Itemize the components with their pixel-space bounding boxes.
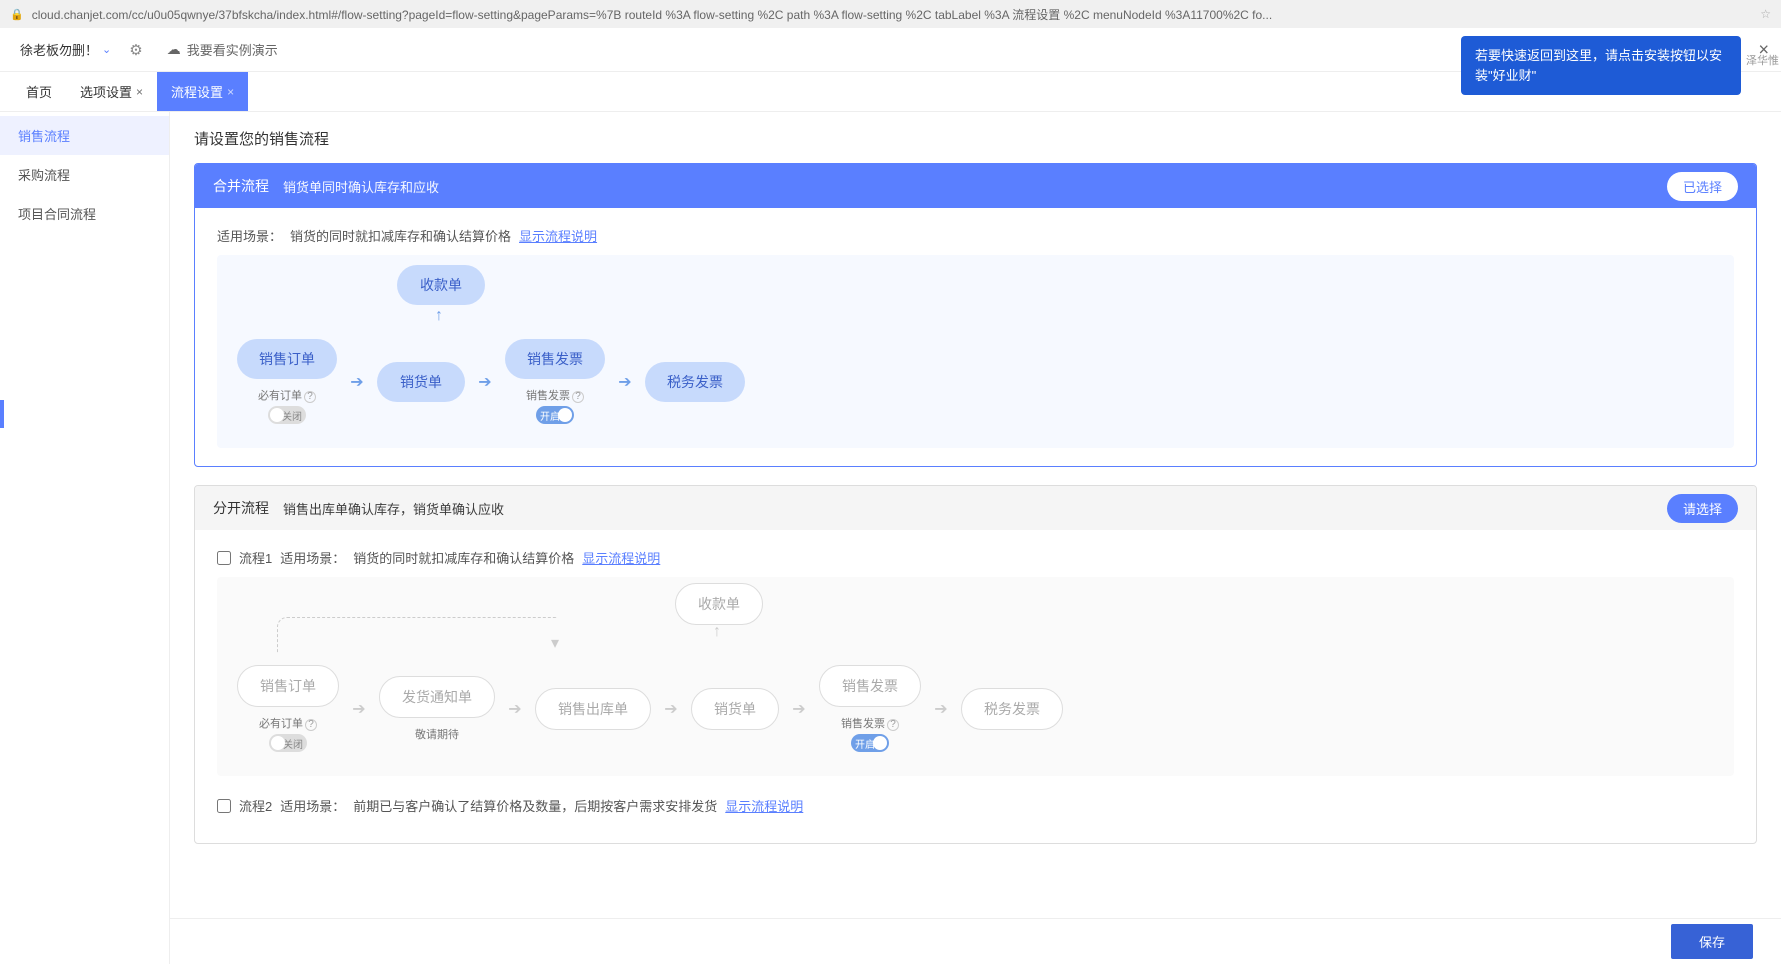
- show-flow-desc-link[interactable]: 显示流程说明: [582, 548, 660, 567]
- chevron-down-icon[interactable]: ⌄: [102, 43, 111, 56]
- tab-home[interactable]: 首页: [12, 72, 66, 111]
- arrow-right-icon: ➔: [605, 372, 645, 392]
- split-flow-header: 分开流程 销售出库单确认库存，销货单确认应收 请选择: [195, 486, 1756, 530]
- save-button[interactable]: 保存: [1671, 924, 1753, 959]
- tab-label: 流程设置: [171, 82, 223, 101]
- url-bar: 🔒 cloud.chanjet.com/cc/u0u05qwnye/37bfsk…: [0, 0, 1781, 28]
- flow-title: 合并流程: [213, 176, 269, 196]
- merged-flow-diagram: 收款单 ↑ 销售订单 必有订单? 关闭 ➔ 销货单: [217, 255, 1734, 448]
- sidebar-item-sales[interactable]: 销售流程: [0, 116, 169, 155]
- node-sales-order: 销售订单: [237, 665, 339, 707]
- sales-invoice-toggle[interactable]: 开启: [851, 734, 889, 752]
- scenario-label: 适用场景：: [280, 548, 345, 567]
- scenario-text: 前期已与客户确认了结算价格及数量，后期按客户需求安排发货: [353, 796, 717, 815]
- split-flow-diagram-1: 收款单 ↑ ▾ 销售订单 必有订单? 关闭 ➔: [217, 577, 1734, 776]
- meta-label: 必有订单: [258, 390, 302, 402]
- tab-close-icon[interactable]: ×: [227, 85, 234, 99]
- url-text: cloud.chanjet.com/cc/u0u05qwnye/37bfskch…: [32, 6, 1753, 23]
- side-truncated-text: 泽华惟: [1746, 52, 1779, 68]
- node-sales-invoice: 销售发票: [819, 665, 921, 707]
- left-accent-bar: [0, 400, 4, 428]
- arrow-right-icon: ➔: [921, 699, 961, 719]
- sidebar-label: 采购流程: [18, 168, 70, 183]
- meta-label: 敬请期待: [415, 726, 459, 742]
- arrow-up-icon: ↑: [435, 307, 443, 325]
- install-notice: 若要快速返回到这里，请点击安装按钮以安装"好业财": [1461, 36, 1741, 95]
- sidebar-item-contract[interactable]: 项目合同流程: [0, 194, 169, 233]
- flow-subtitle: 销售出库单确认库存，销货单确认应收: [283, 499, 504, 518]
- meta-label: 销售发票: [526, 390, 570, 402]
- cloud-icon: ☁: [167, 41, 181, 58]
- tab-options[interactable]: 选项设置 ×: [66, 72, 157, 111]
- node-receipt: 收款单: [397, 265, 485, 305]
- order-required-toggle[interactable]: 关闭: [268, 406, 306, 424]
- node-tax-invoice: 税务发票: [645, 362, 745, 402]
- help-icon[interactable]: ?: [887, 719, 899, 731]
- org-dropdown-label: 徐老板勿删！: [20, 40, 98, 59]
- merged-flow-card: 合并流程 销货单同时确认库存和应收 已选择 适用场景： 销货的同时就扣减库存和确…: [194, 163, 1757, 467]
- process1-label: 流程1: [239, 548, 272, 567]
- process1-row: 流程1 适用场景： 销货的同时就扣减库存和确认结算价格 显示流程说明: [217, 548, 1734, 567]
- select-button[interactable]: 请选择: [1667, 494, 1738, 523]
- help-icon[interactable]: ?: [305, 719, 317, 731]
- gear-icon[interactable]: ⚙: [129, 41, 142, 59]
- split-flow-card: 分开流程 销售出库单确认库存，销货单确认应收 请选择 流程1 适用场景： 销货的…: [194, 485, 1757, 844]
- arrow-right-icon: ➔: [465, 372, 505, 392]
- merged-flow-header: 合并流程 销货单同时确认库存和应收 已选择: [195, 164, 1756, 208]
- order-required-toggle[interactable]: 关闭: [269, 734, 307, 752]
- arrow-right-icon: ➔: [651, 699, 691, 719]
- tab-label: 选项设置: [80, 82, 132, 101]
- sidebar-label: 销售流程: [18, 129, 70, 144]
- scenario-label: 适用场景：: [280, 796, 345, 815]
- lock-icon: 🔒: [10, 8, 24, 21]
- node-sales-doc: 销货单: [691, 688, 779, 730]
- help-icon[interactable]: ?: [572, 391, 584, 403]
- scenario-text: 销货的同时就扣减库存和确认结算价格: [290, 226, 511, 245]
- node-sales-invoice: 销售发票: [505, 339, 605, 379]
- flow-title: 分开流程: [213, 498, 269, 518]
- tab-flow-settings[interactable]: 流程设置 ×: [157, 72, 248, 111]
- notice-text: 若要快速返回到这里，请点击安装按钮以安装"好业财": [1475, 48, 1722, 83]
- scenario-text: 销货的同时就扣减库存和确认结算价格: [353, 548, 574, 567]
- tab-label: 首页: [26, 82, 52, 101]
- footer-bar: 保存: [170, 918, 1781, 964]
- sidebar-item-purchase[interactable]: 采购流程: [0, 155, 169, 194]
- flow-subtitle: 销货单同时确认库存和应收: [283, 177, 439, 196]
- meta-label: 销售发票: [841, 718, 885, 730]
- selected-button[interactable]: 已选择: [1667, 172, 1738, 201]
- bookmark-star-icon[interactable]: ☆: [1760, 7, 1771, 21]
- page-title: 请设置您的销售流程: [194, 128, 1757, 149]
- node-sales-doc: 销货单: [377, 362, 465, 402]
- demo-link-text: 我要看实例演示: [187, 40, 278, 59]
- sidebar: 销售流程 采购流程 项目合同流程: [0, 112, 170, 964]
- arrow-down-icon: ▾: [551, 633, 559, 653]
- node-sales-order: 销售订单: [237, 339, 337, 379]
- sidebar-label: 项目合同流程: [18, 207, 96, 222]
- meta-label: 必有订单: [259, 718, 303, 730]
- node-receipt: 收款单: [675, 583, 763, 625]
- show-flow-desc-link[interactable]: 显示流程说明: [725, 796, 803, 815]
- scenario-row: 适用场景： 销货的同时就扣减库存和确认结算价格 显示流程说明: [217, 226, 1734, 245]
- arrow-right-icon: ➔: [339, 699, 379, 719]
- arrow-up-icon: ↑: [713, 623, 721, 641]
- process2-row: 流程2 适用场景： 前期已与客户确认了结算价格及数量，后期按客户需求安排发货 显…: [217, 796, 1734, 815]
- main-content: 请设置您的销售流程 合并流程 销货单同时确认库存和应收 已选择 适用场景： 销货…: [170, 112, 1781, 964]
- tab-close-icon[interactable]: ×: [136, 85, 143, 99]
- arrow-right-icon: ➔: [337, 372, 377, 392]
- top-header: 徐老板勿删！ ⌄ ⚙ ☁ 我要看实例演示 若要快速返回到这里，请点击安装按钮以安…: [0, 28, 1781, 72]
- help-icon[interactable]: ?: [304, 391, 316, 403]
- node-outbound: 销售出库单: [535, 688, 651, 730]
- arrow-right-icon: ➔: [779, 699, 819, 719]
- node-delivery-notice: 发货通知单: [379, 676, 495, 718]
- scenario-label: 适用场景：: [217, 226, 282, 245]
- demo-link[interactable]: ☁ 我要看实例演示: [167, 40, 278, 59]
- process2-checkbox[interactable]: [217, 799, 231, 813]
- arrow-right-icon: ➔: [495, 699, 535, 719]
- process2-label: 流程2: [239, 796, 272, 815]
- dashed-path: [277, 617, 557, 653]
- sales-invoice-toggle[interactable]: 开启: [536, 406, 574, 424]
- node-tax-invoice: 税务发票: [961, 688, 1063, 730]
- process1-checkbox[interactable]: [217, 551, 231, 565]
- show-flow-desc-link[interactable]: 显示流程说明: [519, 226, 597, 245]
